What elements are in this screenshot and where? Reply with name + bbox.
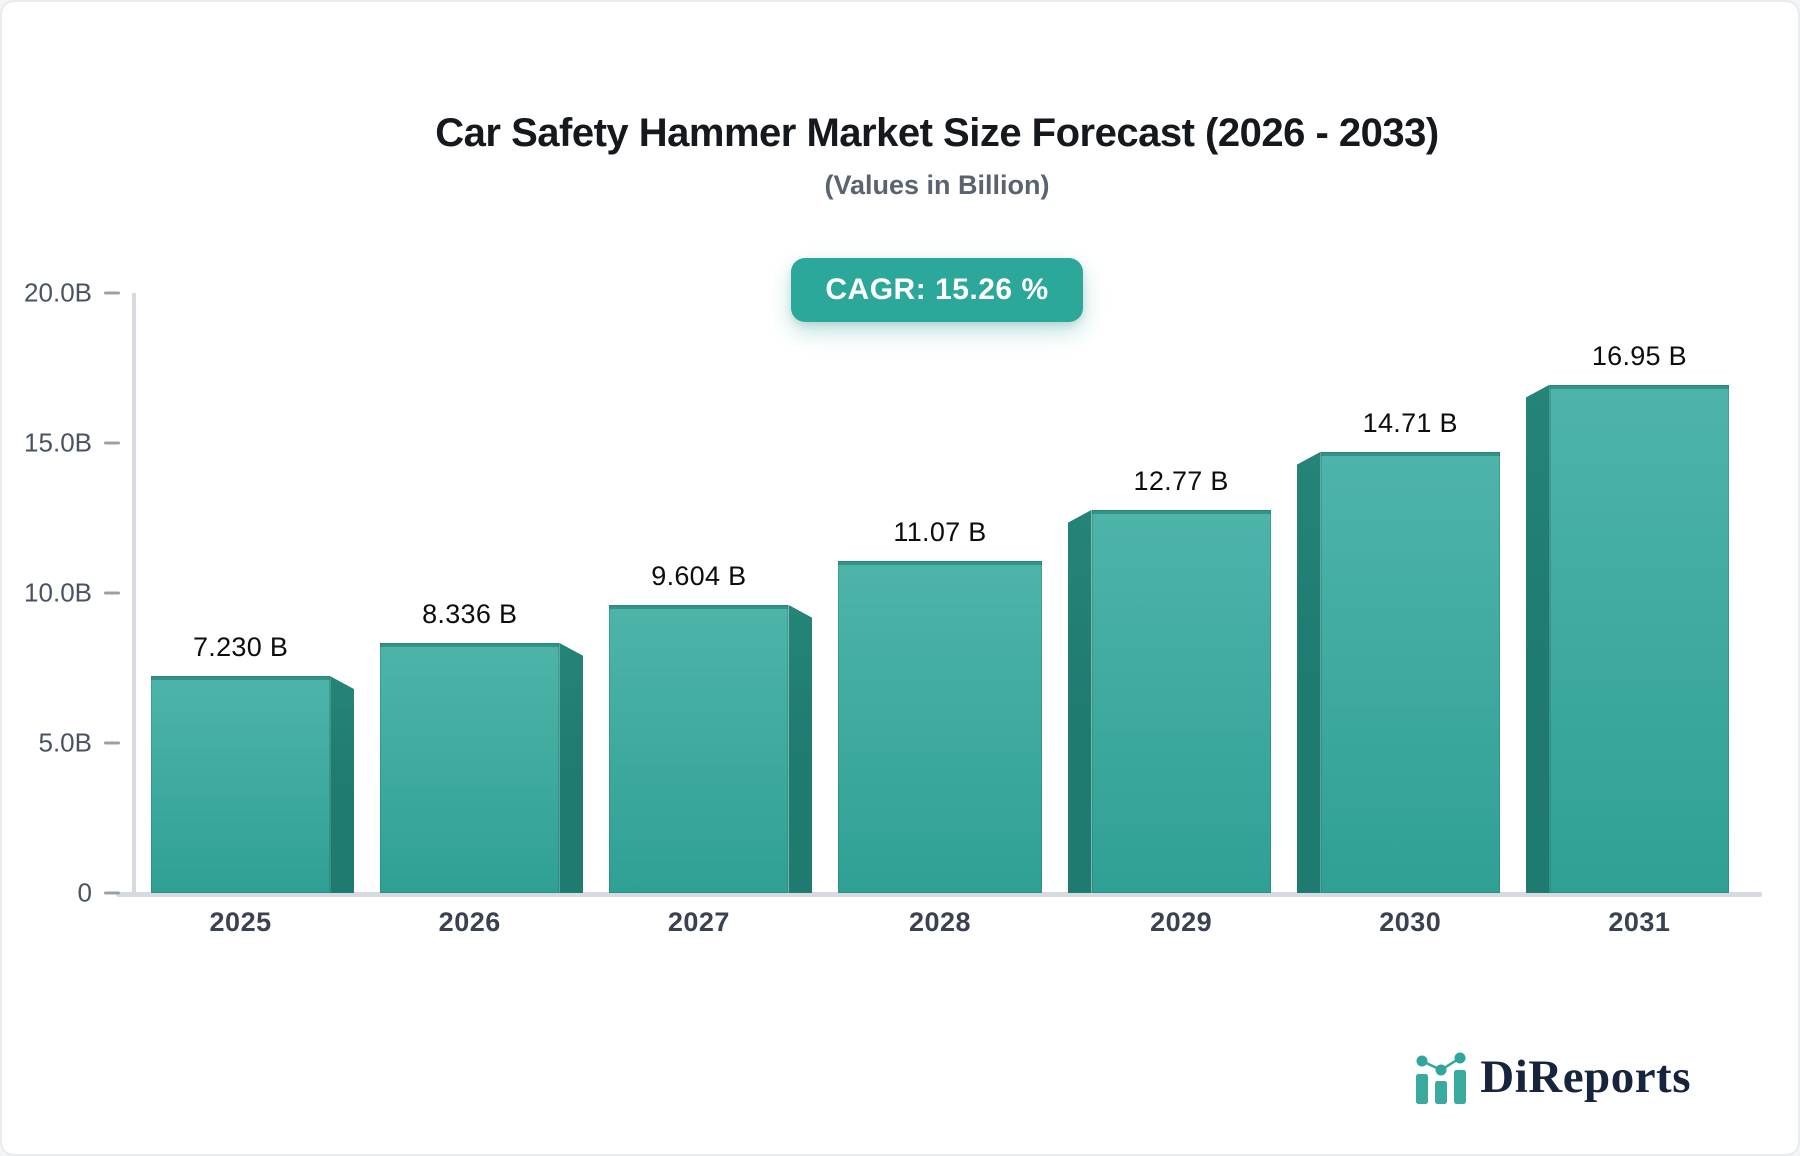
- x-axis-category-label: 2027: [667, 907, 730, 937]
- bar-value-label: 11.07 B: [893, 516, 987, 547]
- x-axis-category-label: 2029: [1150, 907, 1213, 937]
- y-tick-label: 5.0B: [38, 727, 93, 758]
- y-tick: 5.0B: [38, 727, 120, 759]
- bar-value-label: 8.336 B: [422, 598, 518, 629]
- bar[interactable]: 7.230 B 2025: [151, 632, 355, 937]
- y-tick-label: 0: [77, 877, 92, 908]
- bar-side-face: [330, 676, 355, 893]
- bar[interactable]: 9.604 B 2027: [609, 561, 813, 937]
- y-tick-mark: [104, 891, 120, 895]
- bar-face[interactable]: 11.07 B 2028: [838, 517, 1042, 937]
- badge-row: CAGR: 15.26 %: [132, 258, 1742, 322]
- x-axis-category-label: 2026: [438, 907, 501, 937]
- y-tick-mark: [104, 441, 120, 445]
- y-tick-label: 10.0B: [24, 577, 92, 608]
- bar-side-face: [788, 604, 813, 893]
- bar[interactable]: 8.336 B 2026: [380, 599, 584, 937]
- logo-text: DiReports: [1480, 1051, 1691, 1103]
- x-axis-category-label: 2031: [1608, 907, 1671, 937]
- x-axis-category-label: 2025: [209, 907, 272, 937]
- x-axis-category-label: 2028: [908, 907, 972, 937]
- bar-face[interactable]: 16.95 B 2031: [1549, 341, 1729, 937]
- y-tick-mark: [104, 291, 120, 295]
- cagr-badge: CAGR: 15.26 %: [791, 258, 1083, 322]
- bar-value-label: 14.71 B: [1362, 407, 1458, 438]
- direports-logo: DiReports: [1412, 1048, 1691, 1106]
- bar-value-label: 12.77 B: [1133, 465, 1229, 496]
- x-axis-category-label: 2030: [1379, 907, 1442, 937]
- y-tick: 15.0B: [24, 428, 120, 459]
- bar[interactable]: 11.07 B 2028: [838, 517, 1042, 937]
- bar-group: 8.336 B 2026: [380, 293, 584, 937]
- bar-group: 12.77 B 2029: [1067, 293, 1271, 937]
- bar-value-label: 9.604 B: [651, 560, 747, 591]
- bars-container: 7.230 B 2025 8.336 B 2026 9.604 B 2027 11.07 B…: [132, 293, 1742, 937]
- bar-group: 7.230 B 2025: [151, 293, 355, 937]
- y-tick-label: 15.0B: [24, 427, 92, 458]
- y-tick-label: 20.0B: [24, 277, 92, 308]
- bar[interactable]: 16.95 B 2031: [1525, 341, 1729, 937]
- bar-face[interactable]: 9.604 B 2027: [609, 561, 789, 937]
- y-axis-line: [132, 293, 136, 893]
- bar-group: 14.71 B 2030: [1296, 293, 1500, 937]
- chart-subtitle: (Values in Billion): [824, 170, 1050, 200]
- bar-face[interactable]: 14.71 B 2030: [1320, 408, 1500, 937]
- x-axis-line: [116, 892, 1762, 897]
- bar-group: 9.604 B 2027: [609, 293, 813, 937]
- y-tick: 10.0B: [24, 578, 120, 609]
- bar-side-face: [1067, 509, 1092, 893]
- bar-face[interactable]: 8.336 B 2026: [380, 599, 560, 937]
- bar-face[interactable]: 7.230 B 2025: [151, 632, 331, 937]
- bar-face[interactable]: 12.77 B 2029: [1091, 466, 1271, 937]
- bar-group: 11.07 B 2028: [838, 293, 1042, 937]
- bar-side-face: [1525, 384, 1550, 893]
- y-tick: 0: [78, 878, 120, 909]
- bar-chart-logo-icon: [1416, 1052, 1467, 1104]
- bar-side-face: [559, 642, 584, 893]
- bar[interactable]: 12.77 B 2029: [1067, 466, 1271, 937]
- plot-area: 20.0B 15.0B 10.0B 5.0B 0 7.230 B 2025 8.336 B 2…: [24, 278, 1762, 937]
- bar-group: 16.95 B 2031: [1525, 293, 1729, 937]
- bar-value-label: 7.230 B: [192, 632, 289, 663]
- chart-title: Car Safety Hammer Market Size Forecast (…: [435, 111, 1439, 155]
- y-tick-mark: [104, 591, 120, 595]
- bar[interactable]: 14.71 B 2030: [1296, 408, 1500, 937]
- bar-side-face: [1296, 451, 1321, 893]
- bar-value-label: 16.95 B: [1591, 340, 1687, 371]
- y-tick: 20.0B: [24, 278, 120, 309]
- chart-header: Car Safety Hammer Market Size Forecast (…: [132, 2, 1742, 201]
- y-tick-mark: [104, 741, 120, 745]
